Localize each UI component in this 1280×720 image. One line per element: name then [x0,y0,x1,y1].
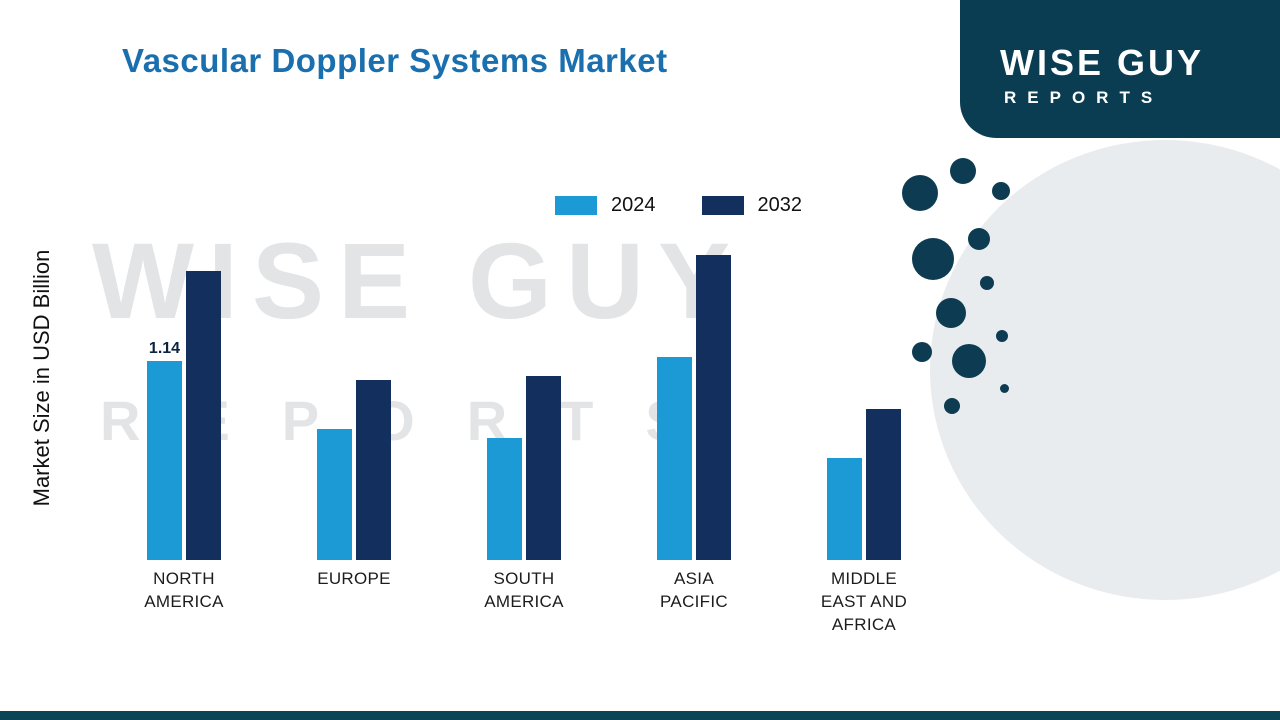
dot-decoration [996,330,1008,342]
bar-cell [186,271,221,560]
dot-decoration [912,342,932,362]
bar-cell: 1.14 [147,340,182,560]
bar-cell [487,438,522,560]
bar-2024-europe[interactable] [317,429,352,560]
bar-group: 1.14 NORTH AMERICA [144,228,223,611]
bar-pair [487,228,561,560]
bottom-accent-bar [0,711,1280,720]
bar-2032-asia-pacific[interactable] [696,255,731,560]
bar-value-label: 1.14 [148,340,181,357]
logo-wordmark: WISE GUY [1000,42,1205,83]
dot-decoration [950,158,976,184]
dot-decoration [992,182,1010,200]
bar-2024-middle-east-and-africa[interactable] [827,458,862,560]
legend-item-2032[interactable]: 2032 [701,194,803,217]
bar-2024-south-america[interactable] [487,438,522,560]
category-label: EUROPE [317,569,391,588]
bar-group: ASIA PACIFIC [657,228,731,611]
bar-2024-north-america[interactable] [147,361,182,560]
bar-pair: 1.14 [147,228,221,560]
bar-cell [866,409,901,560]
y-axis-label: Market Size in USD Billion [29,249,54,507]
dot-decoration [936,298,966,328]
dot-decoration [952,344,986,378]
bar-group: EUROPE [317,228,391,588]
dot-decoration [980,276,994,290]
bar-group: MIDDLE EAST AND AFRICA [821,228,907,634]
bar-cell [827,458,862,560]
logo-subtitle: REPORTS [1004,88,1164,107]
category-label: NORTH AMERICA [144,569,224,611]
bar-cell [356,380,391,560]
category-label: MIDDLE EAST AND AFRICA [820,569,908,634]
bar-cell [696,255,731,560]
bar-2032-middle-east-and-africa[interactable] [866,409,901,560]
logo-background [960,0,1280,138]
bar-2032-north-america[interactable] [186,271,221,560]
dot-decoration [902,175,938,211]
bar-pair [657,228,731,560]
category-label: SOUTH AMERICA [484,569,564,611]
bar-2024-asia-pacific[interactable] [657,357,692,560]
legend-label-2024: 2024 [611,194,656,216]
bar-2032-europe[interactable] [356,380,391,560]
dot-decoration [968,228,990,250]
bar-pair [827,228,901,560]
bar-cell [526,376,561,560]
legend-label-2032: 2032 [757,194,803,216]
bar-cell [657,357,692,560]
dot-decoration [912,238,954,280]
legend: 2024 2032 [555,194,802,217]
legend-item-2024[interactable]: 2024 [555,194,656,217]
bar-groups: 1.14 NORTH AMERICA EUROPE SOUTH AMERICA ASIA… [144,228,907,634]
bar-group: SOUTH AMERICA [484,228,563,611]
dot-decoration [1000,384,1009,393]
legend-swatch-2032 [701,196,744,215]
category-label: ASIA PACIFIC [660,569,728,611]
bar-pair [317,228,391,560]
bar-cell [317,429,352,560]
dot-decoration [944,398,960,414]
bar-2032-south-america[interactable] [526,376,561,560]
legend-swatch-2024 [555,196,597,215]
page-title: Vascular Doppler Systems Market [122,42,668,79]
